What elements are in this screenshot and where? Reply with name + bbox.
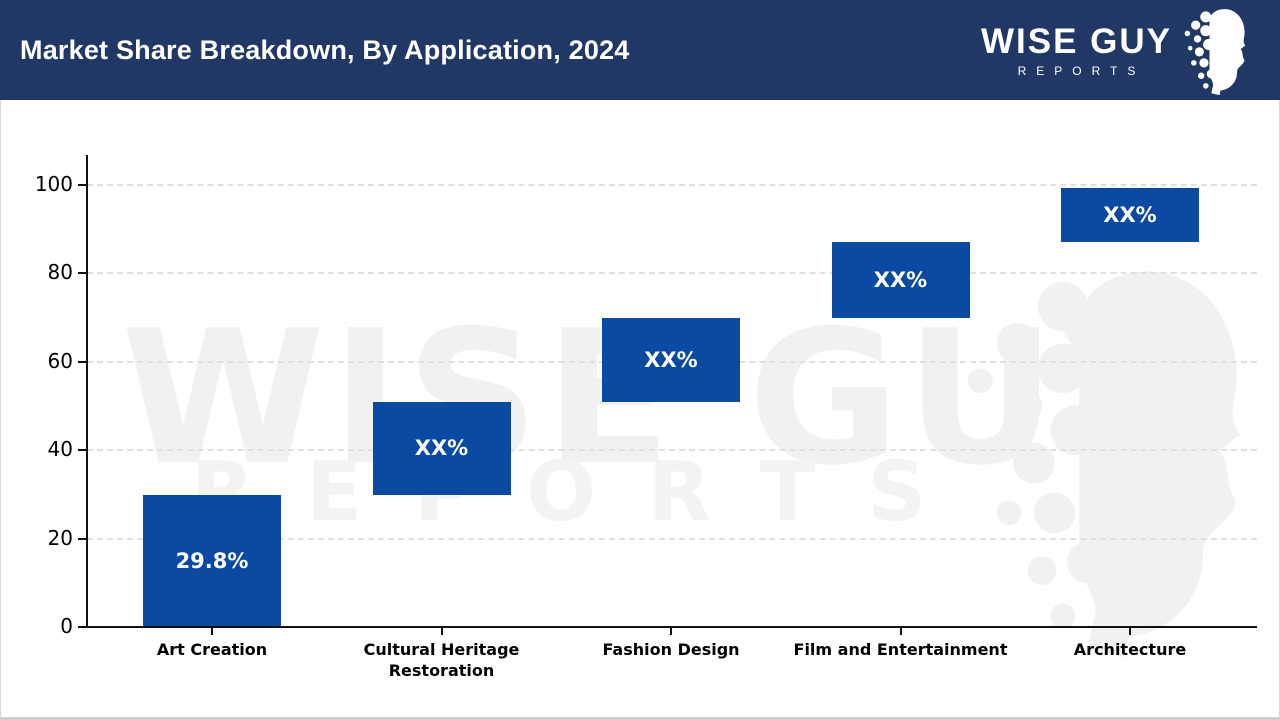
y-tick-label: 20 <box>47 525 73 550</box>
header-bar: Market Share Breakdown, By Application, … <box>0 0 1280 100</box>
page-title: Market Share Breakdown, By Application, … <box>20 34 630 65</box>
logo-wiseguy-text: WISE GUY <box>980 21 1172 61</box>
wiseguy-logo: WISE GUY REPORTS <box>981 4 1252 96</box>
waterfall-bar: XX% <box>372 401 511 496</box>
chart-panel: WISE GUY REPORTS 0 20 40 60 80 100 29.8% Art Cr… <box>0 100 1280 720</box>
y-tick-mark <box>78 184 86 186</box>
y-tick-mark <box>78 626 86 628</box>
x-category-label: Film and Entertainment <box>793 640 1008 659</box>
watermark-dotted-head-icon <box>967 271 1241 658</box>
y-tick-label: 100 <box>34 172 73 196</box>
x-tick-mark <box>1129 627 1131 635</box>
waterfall-bar: 29.8% <box>143 495 281 627</box>
gridline-100 <box>87 184 1257 186</box>
y-tick-mark <box>78 272 86 275</box>
waterfall-bar: XX% <box>831 242 970 318</box>
waterfall-bar: XX% <box>1061 188 1199 243</box>
x-category-label: Fashion Design <box>602 640 740 659</box>
bar-value-label: XX% <box>873 268 928 293</box>
y-tick-label: 80 <box>47 260 73 285</box>
waterfall-bar: XX% <box>602 317 740 402</box>
dotted-head-logo-icon <box>1184 9 1246 96</box>
y-tick-label: 0 <box>60 614 73 638</box>
x-tick-mark <box>440 627 443 635</box>
x-tick-mark <box>211 627 213 635</box>
x-category-label: Architecture <box>1073 640 1187 659</box>
gridline-40 <box>87 449 1257 452</box>
watermark-reports-text: REPORTS <box>191 445 979 540</box>
x-tick-mark <box>670 627 672 635</box>
x-tick-mark <box>899 627 902 635</box>
bar-value-label: XX% <box>644 347 698 372</box>
bar-value-label: XX% <box>1103 203 1157 228</box>
gridline-80 <box>87 272 1257 275</box>
logo-reports-text: REPORTS <box>1017 63 1146 78</box>
bar-value-label: XX% <box>414 436 469 461</box>
y-tick-mark <box>78 537 86 540</box>
bar-value-label: 29.8% <box>175 549 249 574</box>
x-category-label: Cultural Heritage Restoration <box>363 640 520 680</box>
y-tick-mark <box>78 449 86 452</box>
y-tick-label: 60 <box>47 348 73 373</box>
y-tick-mark <box>78 360 86 363</box>
y-tick-label: 40 <box>47 437 73 462</box>
x-category-label: Art Creation <box>156 640 268 659</box>
gridline-20 <box>87 537 1257 540</box>
y-axis-line <box>86 155 88 628</box>
